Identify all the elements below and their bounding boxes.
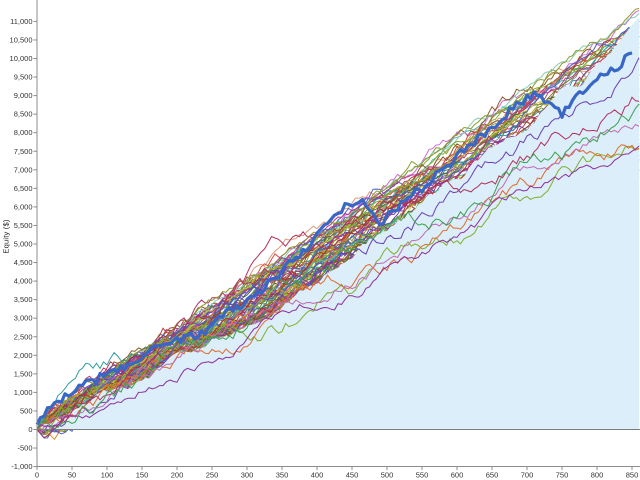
simulation-line-foreground (36, 145, 640, 434)
main-equity-group (35, 51, 633, 426)
x-tick-label: 150 (136, 471, 149, 480)
simulation-line-foreground (36, 145, 640, 430)
x-tick-label: 200 (171, 471, 184, 480)
simulation-line-foreground (36, 96, 640, 439)
y-tick-label: 6,000 (14, 202, 33, 211)
x-tick-label: 400 (311, 471, 324, 480)
x-tick-label: 50 (68, 471, 76, 480)
y-tick-label: 2,500 (14, 332, 33, 341)
y-tick-label: 10,500 (10, 35, 33, 44)
y-tick-label: 5,000 (14, 240, 33, 249)
y-tick-label: 2,000 (14, 351, 33, 360)
simulation-line-foreground (36, 144, 640, 430)
x-tick-label: 300 (241, 471, 254, 480)
y-tick-label: 11,000 (10, 17, 32, 26)
y-tick-label: 9,000 (14, 91, 33, 100)
simulation-line (36, 25, 640, 430)
x-tick-label: 100 (101, 471, 114, 480)
simulation-line-foreground (36, 57, 640, 434)
y-tick-label: 7,500 (14, 147, 33, 156)
y-tick-label: 8,500 (14, 110, 33, 119)
y-tick-label: -500 (17, 444, 32, 453)
simulation-line-foreground (36, 123, 640, 433)
main-equity-line (35, 51, 633, 426)
y-tick-label: 3,500 (14, 295, 33, 304)
x-tick-label: 750 (556, 471, 569, 480)
y-tick-label: 0 (28, 425, 32, 434)
simulation-line (36, 7, 640, 431)
y-tick-label: 8,000 (14, 128, 33, 137)
y-tick-label: 1,500 (14, 369, 33, 378)
y-tick-label: 6,500 (14, 184, 33, 193)
y-tick-label: 1,000 (14, 388, 33, 397)
x-tick-label: 0 (35, 471, 39, 480)
x-tick-label: 550 (416, 471, 429, 480)
y-tick-label: 9,500 (14, 73, 33, 82)
y-tick-label: 10,000 (10, 54, 33, 63)
x-tick-label: 250 (206, 471, 219, 480)
y-tick-label: 3,000 (14, 314, 33, 323)
simulation-line (36, 64, 640, 432)
shaded-area-group (37, 18, 640, 430)
x-tick-label: 500 (381, 471, 394, 480)
y-tick-label: -1,000 (11, 462, 32, 471)
y-tick-label: 4,500 (14, 258, 33, 267)
axes-group: -1,000-50005001,0001,5002,0002,5003,0003… (10, 0, 640, 480)
x-tick-label: 350 (276, 471, 289, 480)
x-tick-label: 650 (486, 471, 499, 480)
y-tick-label: 500 (20, 406, 33, 415)
y-tick-label: 7,000 (14, 165, 33, 174)
x-tick-label: 450 (346, 471, 359, 480)
x-tick-label: 700 (521, 471, 534, 480)
shaded-area-fill (37, 18, 639, 430)
simulation-line-foreground (36, 103, 640, 430)
y-tick-label: 5,500 (14, 221, 33, 230)
y-tick-label: 4,000 (14, 277, 33, 286)
simulation-lines-foreground (36, 57, 640, 439)
x-tick-label: 600 (451, 471, 464, 480)
x-tick-label: 850 (626, 471, 639, 480)
x-tick-label: 800 (591, 471, 604, 480)
